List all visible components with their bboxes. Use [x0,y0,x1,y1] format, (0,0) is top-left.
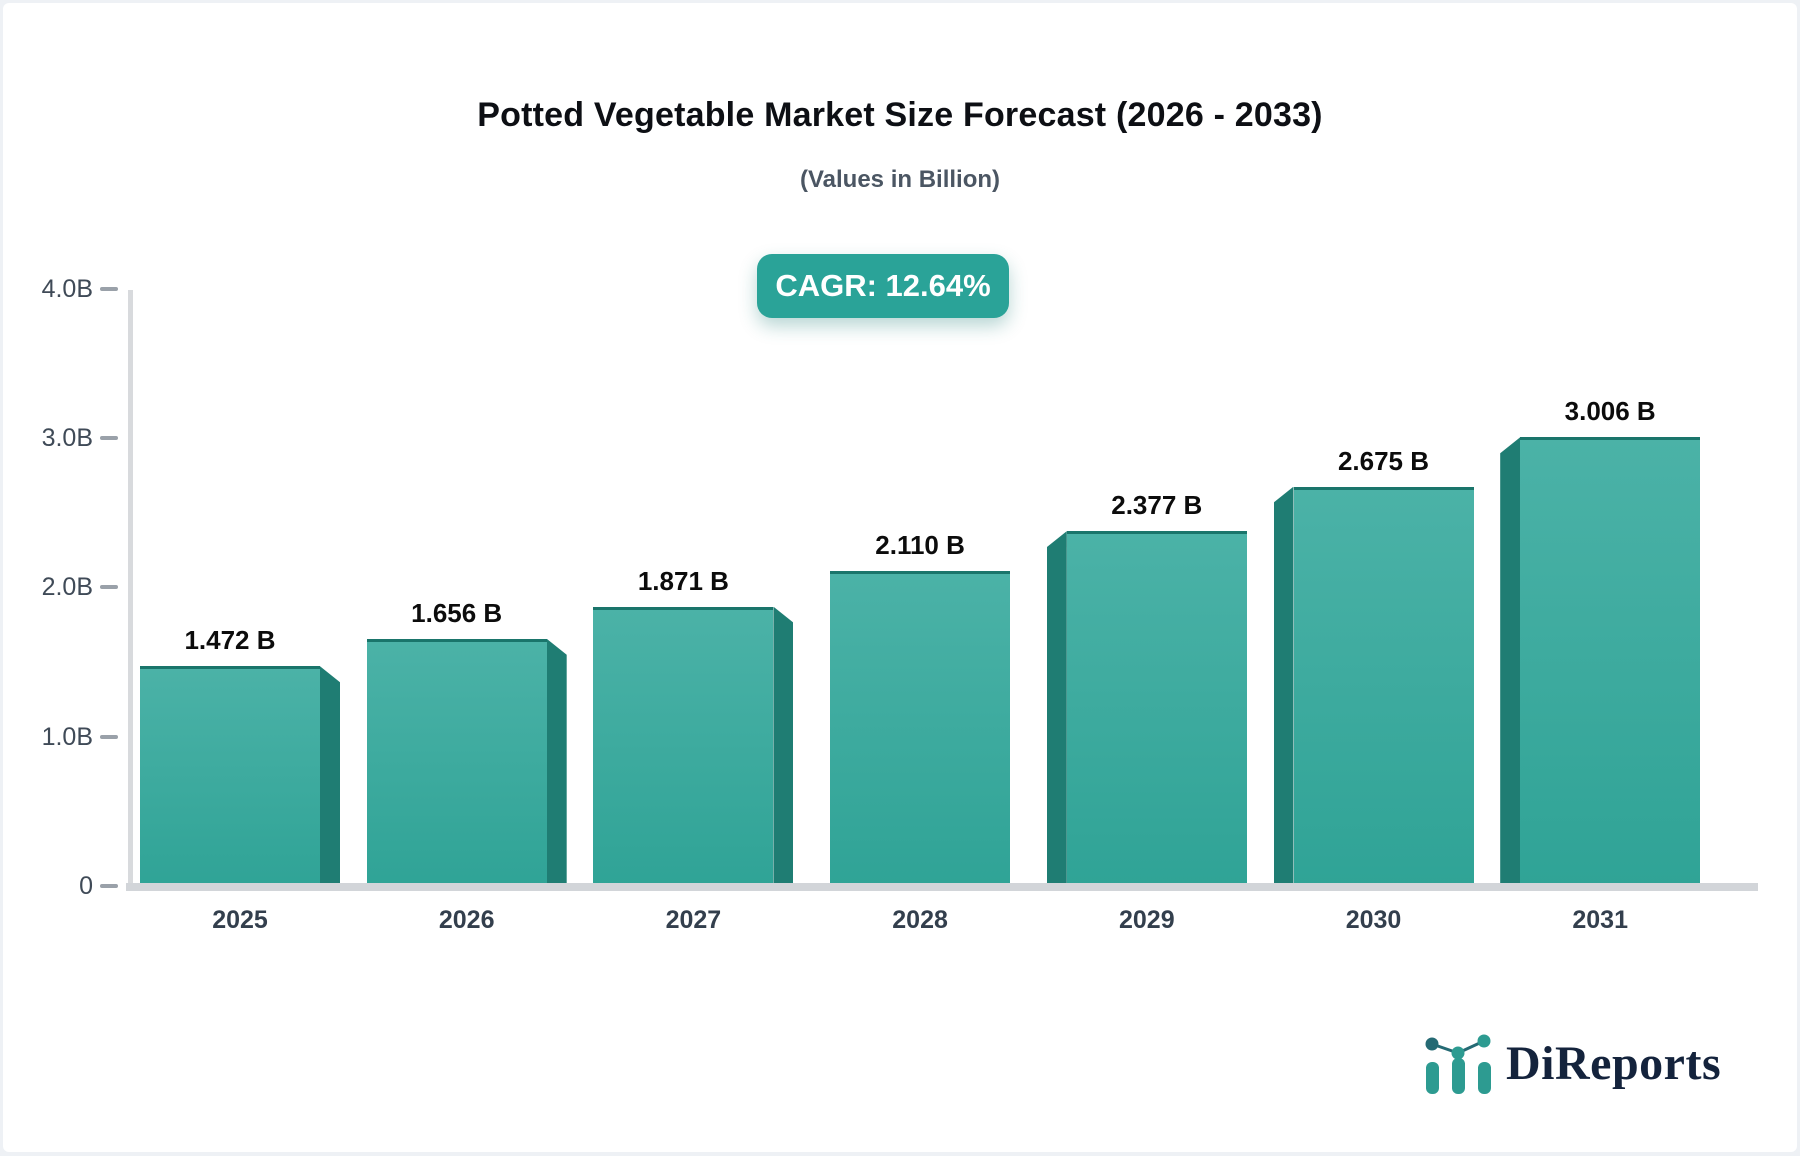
y-axis-label: 2.0B [41,573,93,602]
bar [366,638,547,890]
bar-side-face [1500,437,1521,890]
bar [140,666,320,890]
bar-line-chart-logo-icon [1425,1034,1491,1094]
logo-text: DiReports [1506,1036,1722,1090]
bar [1066,531,1247,890]
y-axis-label: 1.0B [41,722,93,751]
chart-subtitle: (Values in Billion) [799,166,1001,193]
x-axis-label: 2029 [1118,906,1175,934]
bar [830,570,1011,890]
bar-side-face [320,666,340,890]
bar-value-label: 1.472 B [184,625,276,656]
y-axis-label: 0 [79,872,93,900]
bar [1520,437,1701,890]
y-axis-tick [100,286,118,291]
bar-value-label: 2.675 B [1337,445,1430,476]
logo: DiReports [1424,1030,1721,1096]
bar-side-face [1273,486,1294,890]
bar-value-label: 3.006 B [1564,396,1656,427]
x-axis-label: 2025 [212,906,268,934]
y-axis-tick [100,585,118,590]
x-axis-label: 2028 [892,906,948,934]
x-axis-label: 2026 [438,906,495,934]
bar [1293,486,1474,890]
x-axis-label: 2031 [1572,906,1628,934]
y-axis-tick [100,734,118,739]
bar [593,606,774,890]
bar-value-label: 1.656 B [411,597,503,628]
bar-value-label: 2.110 B [875,529,965,560]
bar-value-label: 2.377 B [1111,490,1203,521]
bar-side-face [546,638,567,890]
x-axis-label: 2027 [665,906,722,934]
chart-title: Potted Vegetable Market Size Forecast (2… [477,96,1323,134]
y-axis-tick [100,436,118,441]
x-axis-line [126,883,1758,891]
cagr-badge: CAGR: 12.64% [757,254,1009,318]
bar-value-label: 1.871 B [637,565,729,596]
x-axis-label: 2030 [1345,906,1402,934]
y-axis-label: 3.0B [41,424,93,453]
y-axis-tick [100,884,118,888]
bar-side-face [1046,531,1067,890]
y-axis-line [128,290,133,887]
bar-side-face [773,606,794,890]
y-axis-label: 4.0B [41,274,93,303]
